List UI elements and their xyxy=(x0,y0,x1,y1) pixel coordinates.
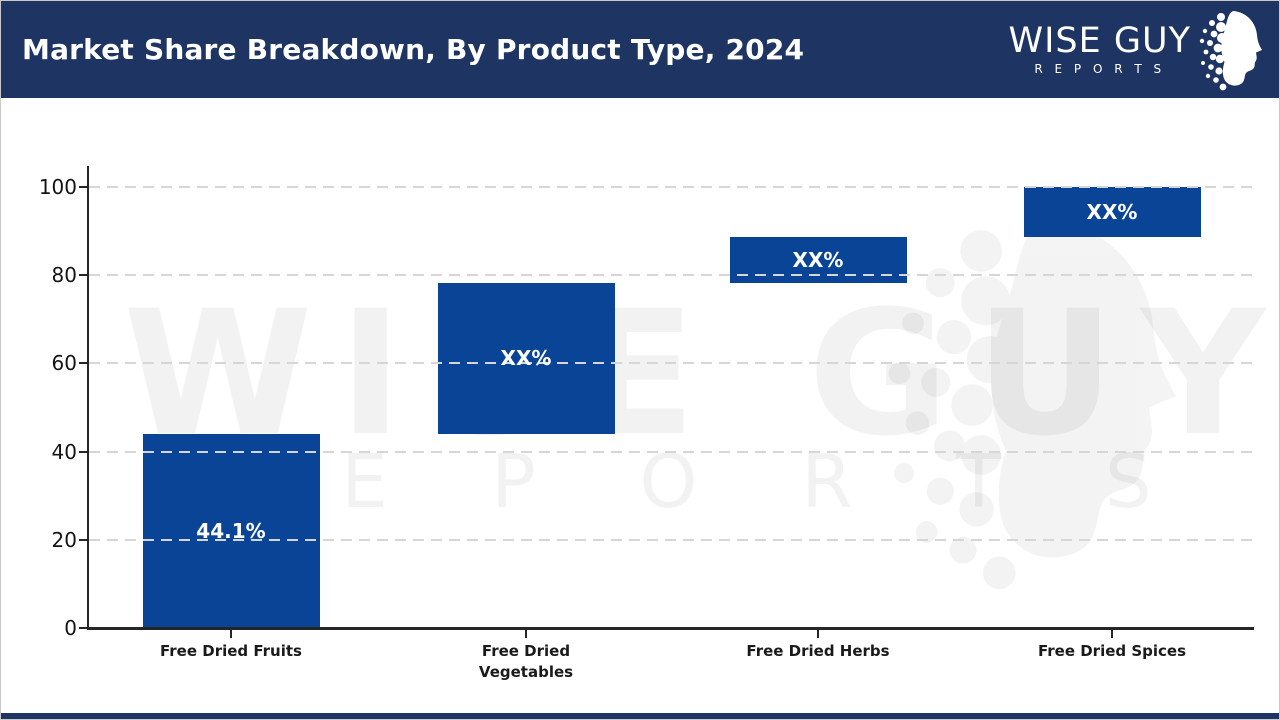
chart-title: Market Share Breakdown, By Product Type,… xyxy=(22,33,805,66)
y-tick-mark-40 xyxy=(79,450,88,453)
y-tick-label-20: 20 xyxy=(51,527,77,552)
x-tick-mark-0 xyxy=(230,630,232,638)
y-tick-mark-60 xyxy=(79,362,88,365)
wiseguy-head-icon xyxy=(1199,10,1262,90)
bar-value-label: 44.1% xyxy=(196,518,266,543)
y-tick-mark-0 xyxy=(79,627,88,629)
y-tick-label-100: 100 xyxy=(38,175,77,199)
bar-free-dried-vegetables xyxy=(437,283,615,434)
footer-band xyxy=(1,713,1279,719)
x-tick-label-2: Free Dried Herbs xyxy=(746,642,890,660)
y-tick-label-80: 80 xyxy=(51,263,77,288)
y-tick-label-40: 40 xyxy=(51,439,77,464)
logo-wordmark-line1: WISE GUY xyxy=(1008,21,1191,61)
bar-free-dried-fruits xyxy=(142,433,320,628)
logo-wordmark: WISE GUY R E P O R T S xyxy=(1008,21,1191,76)
y-axis-line xyxy=(87,166,89,629)
x-tick-label-1: Free Dried Vegetables xyxy=(478,642,574,681)
wiseguy-reports-logo: WISE GUY R E P O R T S xyxy=(1008,7,1279,93)
bar-value-label: XX% xyxy=(500,346,552,371)
gridline-40 xyxy=(89,450,1254,453)
logo-wordmark-line2: R E P O R T S xyxy=(1034,62,1166,76)
y-tick-mark-80 xyxy=(79,274,88,277)
bar-free-dried-spices xyxy=(1023,187,1201,237)
gridline-20 xyxy=(89,538,1254,541)
gridline-80 xyxy=(89,274,1254,277)
bar-value-label: XX% xyxy=(1086,199,1138,224)
gridline-100 xyxy=(89,186,1254,188)
bar-value-label: XX% xyxy=(792,247,844,272)
x-tick-mark-2 xyxy=(817,630,819,638)
gridline-60 xyxy=(89,362,1254,365)
y-tick-mark-20 xyxy=(79,538,88,541)
y-tick-label-60: 60 xyxy=(51,351,77,376)
y-tick-mark-100 xyxy=(79,186,88,188)
x-tick-mark-3 xyxy=(1111,630,1113,638)
y-tick-label-0: 0 xyxy=(64,616,77,640)
x-tick-label-0: Free Dried Fruits xyxy=(160,642,302,660)
x-tick-mark-1 xyxy=(525,630,527,638)
x-tick-label-3: Free Dried Spices xyxy=(1037,642,1187,660)
header-band: Market Share Breakdown, By Product Type,… xyxy=(1,1,1279,98)
x-axis-line xyxy=(87,627,1254,630)
